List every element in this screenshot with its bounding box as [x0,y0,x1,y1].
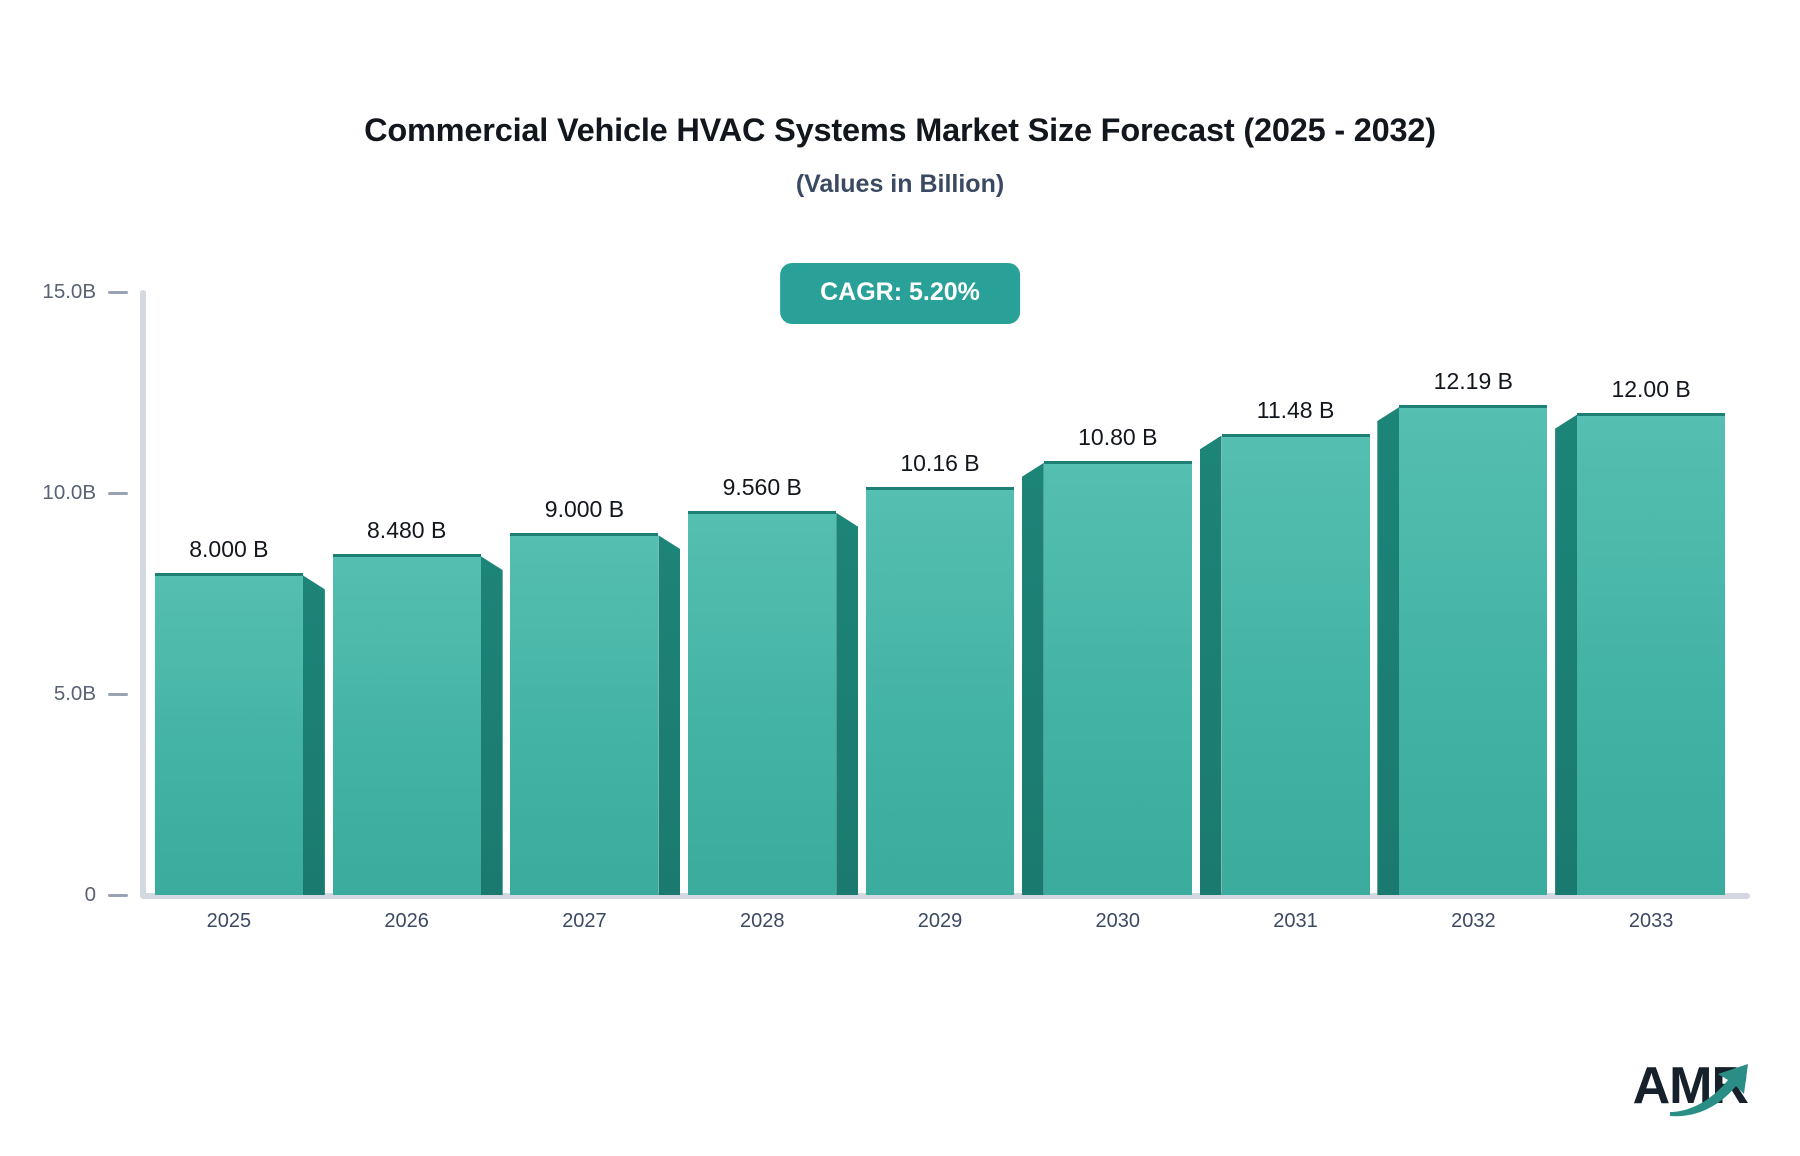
chart-subtitle: (Values in Billion) [795,170,1005,198]
bar-2033[interactable]: 12.00 B [1555,376,1726,895]
bar-value-label: 10.80 B [1078,423,1158,450]
bar-group[interactable]: 12.19 B [1377,292,1548,895]
growth-arrow-icon [1670,1064,1748,1117]
bar-value-label: 8.000 B [189,536,269,563]
bar-side-face [658,535,681,895]
x-tick-label-2030: 2030 [1095,910,1141,932]
cagr-badge: CAGR: 5.20% [780,263,1020,324]
x-tick-label-2026: 2026 [384,910,429,932]
bar-2026[interactable]: 8.480 B [332,517,503,895]
bar-value-label: 8.480 B [367,517,447,544]
bar-side-face [1377,406,1400,895]
bar-side-face [1555,414,1578,895]
bar-2029[interactable]: 10.16 B [866,450,1014,895]
bar-2031[interactable]: 11.48 B [1199,397,1370,895]
x-tick-label-2028: 2028 [739,910,785,932]
bar-value-label: 12.19 B [1433,367,1513,394]
bar-group[interactable]: 9.560 B [688,292,859,895]
bar-2027[interactable]: 9.000 B [510,496,681,895]
bar-2032[interactable]: 12.19 B [1377,368,1548,895]
bar-group[interactable]: 11.48 B [1199,292,1370,895]
bar-value-label: 11.48 B [1256,396,1335,423]
x-tick-label-2031: 2031 [1273,910,1318,932]
amr-logo: AMR [1633,1060,1749,1117]
bar-group[interactable]: 12.00 B [1555,292,1726,895]
bar-value-label: 12.00 B [1611,375,1691,402]
y-tick-label: 15.0B [42,280,96,303]
chart-title: Commercial Vehicle HVAC Systems Market S… [364,112,1436,148]
x-axis-line [140,893,1750,899]
x-tick-label-2029: 2029 [917,910,963,932]
bar-group[interactable]: 8.000 B [154,292,325,895]
x-tick-label-2027: 2027 [562,910,607,932]
bar-side-face [480,556,503,895]
x-tick-label-2033: 2033 [1628,910,1674,932]
bar-side-face [836,512,859,895]
x-tick-label-2025: 2025 [206,910,252,932]
bar-side-face [1021,462,1044,895]
y-tick-mark [108,491,128,495]
bar-group[interactable]: 10.16 B [866,292,1014,895]
y-tick-mark [108,290,128,294]
y-tick-label: 0 [84,883,96,906]
bar-group[interactable]: 10.80 B [1021,292,1192,895]
y-tick-label: 5.0B [53,682,96,705]
bar-side-face [302,575,325,895]
y-tick-mark [108,692,128,696]
bar-2025[interactable]: 8.000 B [154,536,325,895]
bar-2028[interactable]: 9.560 B [688,474,859,895]
y-tick-label: 10.0B [42,481,96,504]
x-tick-label-2032: 2032 [1451,910,1496,932]
bar-group[interactable]: 9.000 B [510,292,681,895]
bar-value-label: 9.560 B [722,473,802,500]
y-tick-mark [108,893,128,897]
bar-side-face [1199,435,1222,895]
bars-layer: 8.000 B 8.480 B 9.000 B 9.560 B 10.16 B 10.80… [140,292,1740,895]
bar-group[interactable]: 8.480 B [332,292,503,895]
bar-value-label: 9.000 B [544,496,625,523]
y-axis-line [140,290,146,897]
bar-value-label: 10.16 B [900,449,980,476]
bar-2030[interactable]: 10.80 B [1021,424,1192,895]
